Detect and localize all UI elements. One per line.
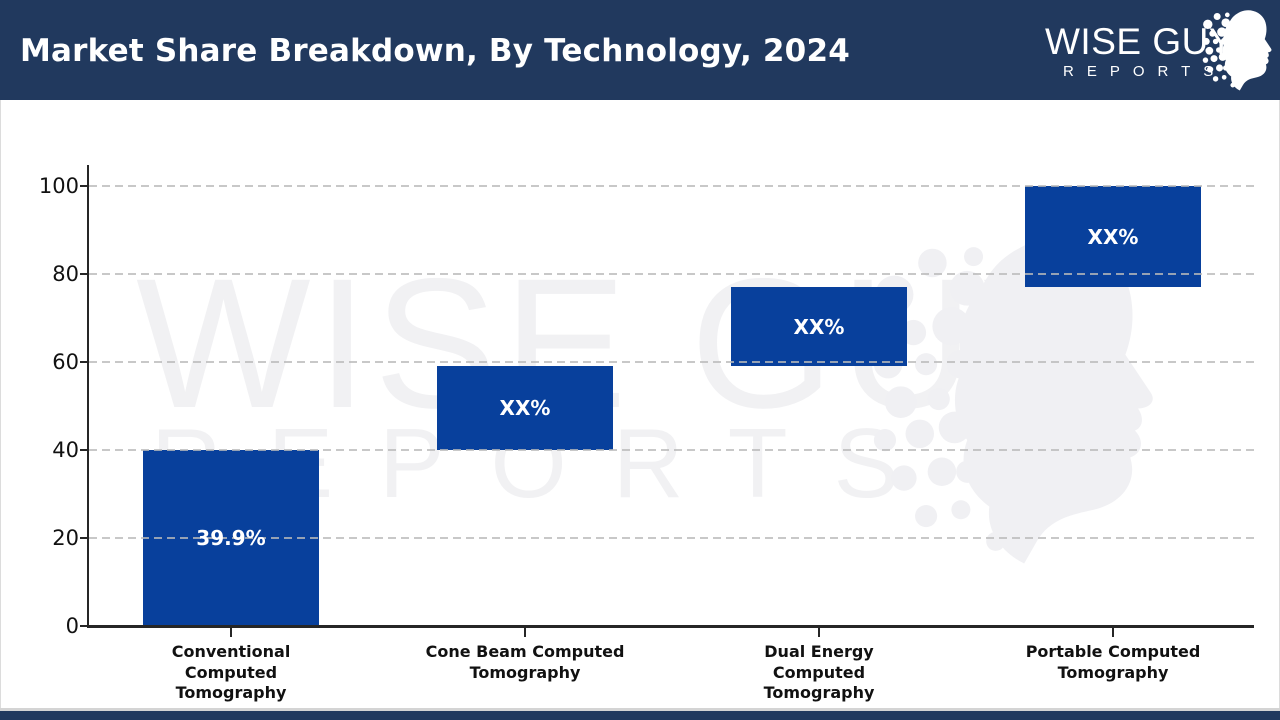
x-tick [1112,628,1114,637]
gridline-60 [89,361,1254,363]
y-tick-label: 80 [52,262,79,286]
gridline-100 [89,185,1254,187]
y-tick-label: 40 [52,438,79,462]
header-bar: Market Share Breakdown, By Technology, 2… [0,0,1280,100]
footer-bar [0,708,1280,720]
dotted-head-icon [1202,10,1272,91]
logo-subtext: REPORTS [1063,63,1227,80]
logo-wordmark: WISE GUY [1045,21,1235,62]
y-tick [80,625,89,627]
y-tick [80,185,89,187]
brand-logo: WISE GUY REPORTS [1030,0,1280,100]
y-tick [80,449,89,451]
gridline-80 [89,273,1254,275]
y-tick-label: 0 [65,614,79,638]
category-label: Cone Beam Computed Tomography [425,642,625,682]
y-tick [80,361,89,363]
y-tick-label: 100 [38,174,79,198]
x-tick [818,628,820,637]
y-tick [80,537,89,539]
category-label: Dual Energy Computed Tomography [763,642,875,702]
page-title: Market Share Breakdown, By Technology, 2… [20,33,850,69]
category-label: Portable Computed Tomography [1025,642,1201,682]
bar-value-label: XX% [499,396,551,421]
x-axis-line [89,625,1254,628]
y-axis-line [87,165,89,628]
bar-value-label: XX% [793,314,845,339]
x-tick [230,628,232,637]
y-tick-label: 60 [52,350,79,374]
x-tick [524,628,526,637]
y-tick [80,273,89,275]
category-label: Conventional Computed Tomography [171,642,291,702]
chart-area: WISE GUY REPORTS 39.9% Conventional Compu… [0,100,1280,708]
bar-value-label: XX% [1087,224,1139,249]
gridline-40 [89,449,1254,451]
watermark-wordmark: WISE GUY [136,241,1110,447]
gridline-20 [89,537,1254,539]
bar-value-label: 39.9% [196,526,266,551]
y-tick-label: 20 [52,526,79,550]
bar [437,366,613,450]
